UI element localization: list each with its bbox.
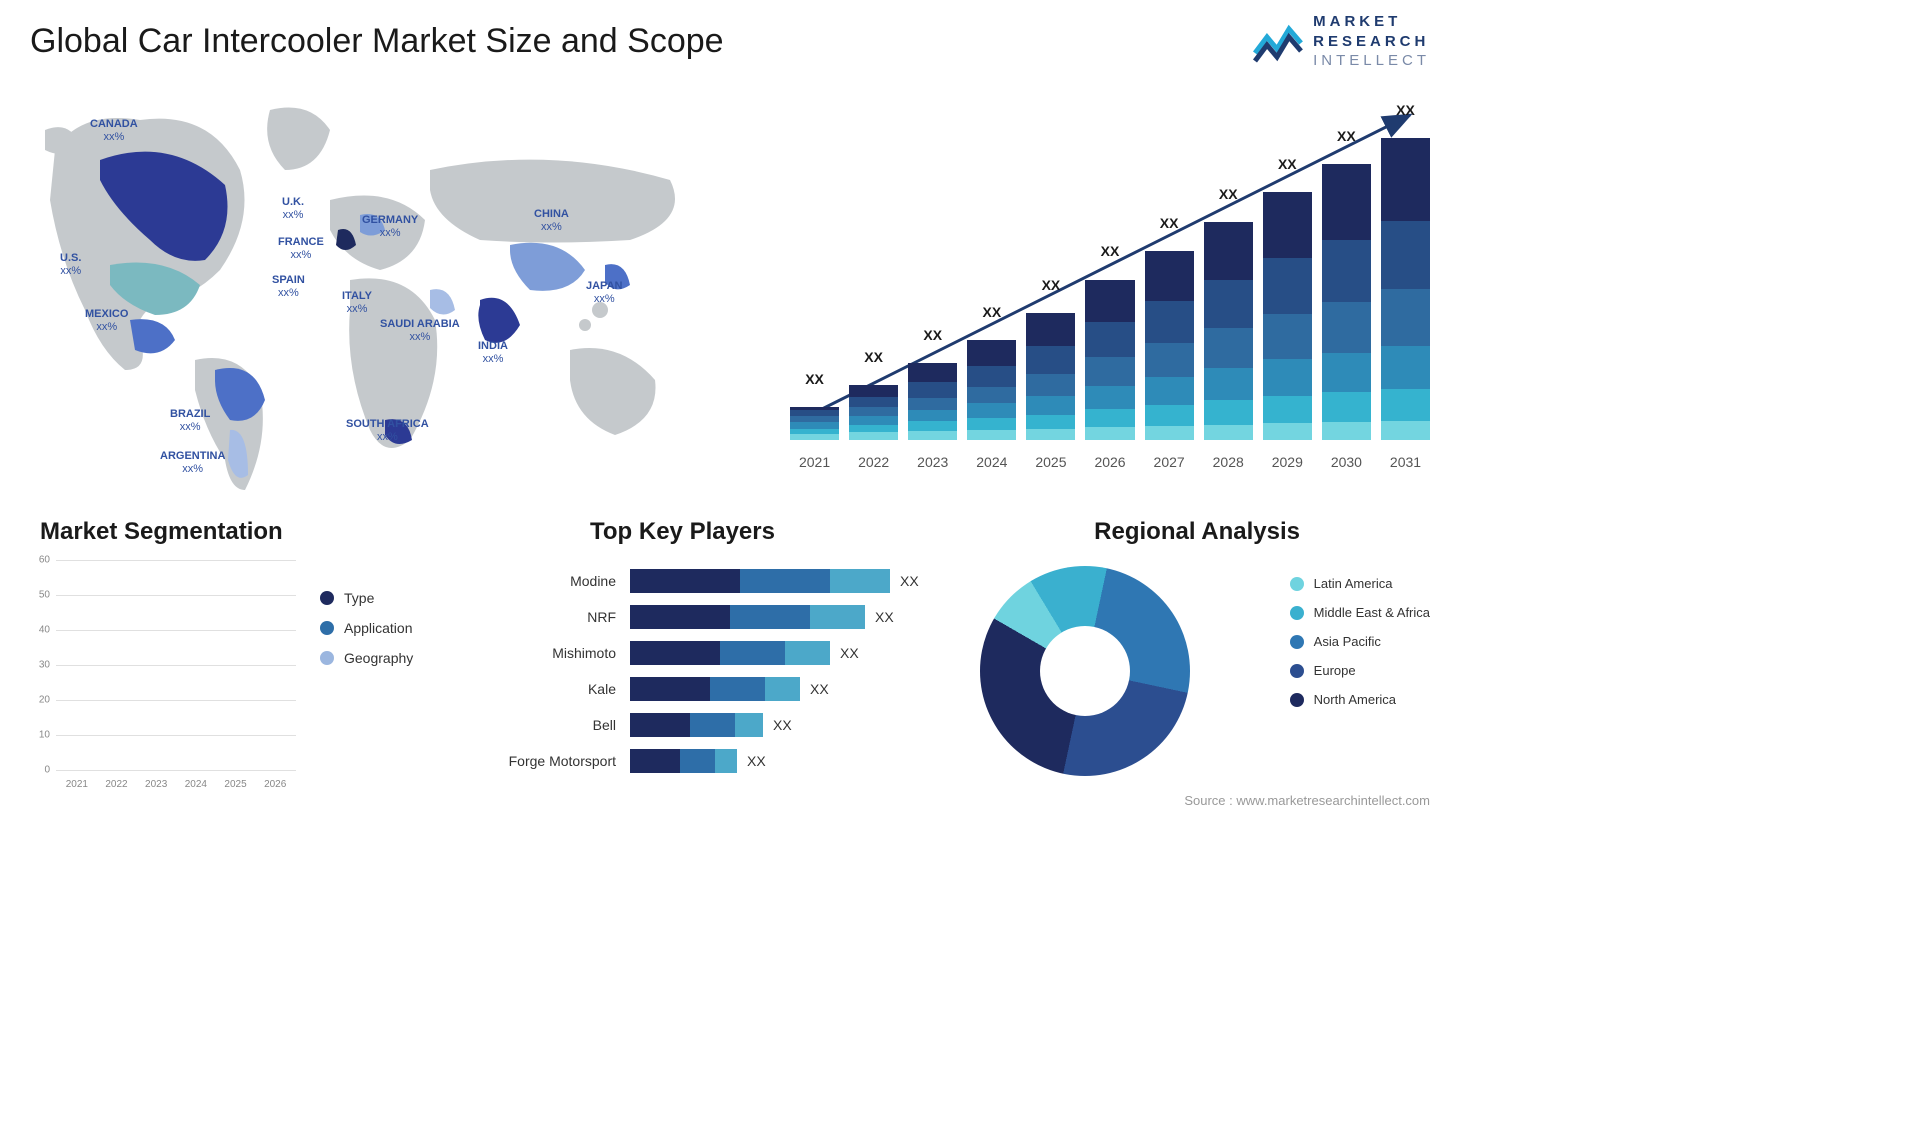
segmentation-title: Market Segmentation <box>40 518 283 546</box>
player-row-kale: KaleXX <box>480 672 950 706</box>
regional-legend-asia-pacific: Asia Pacific <box>1290 634 1430 649</box>
regional-legend-north-america: North America <box>1290 692 1430 707</box>
regional-legend-latin-america: Latin America <box>1290 576 1430 591</box>
player-row-mishimoto: MishimotoXX <box>480 636 950 670</box>
growth-bar-2022: XX <box>849 385 898 440</box>
regional-legend-middle-east-africa: Middle East & Africa <box>1290 605 1430 620</box>
growth-bar-2024: XX <box>967 340 1016 440</box>
map-mexico <box>130 319 175 353</box>
player-row-bell: BellXX <box>480 708 950 742</box>
player-row-forge-motorsport: Forge MotorsportXX <box>480 744 950 778</box>
growth-bar-2026: XX <box>1085 280 1134 441</box>
map-india <box>478 298 520 343</box>
map-label-southafrica: SOUTH AFRICAxx% <box>346 418 429 444</box>
regional-donut <box>980 566 1190 776</box>
logo-mark-icon <box>1253 19 1303 63</box>
map-label-japan: JAPANxx% <box>586 280 622 306</box>
growth-bar-2030: XX <box>1322 164 1371 440</box>
growth-bar-2021: XX <box>790 407 839 440</box>
growth-bar-2028: XX <box>1204 222 1253 440</box>
player-row-nrf: NRFXX <box>480 600 950 634</box>
map-label-france: FRANCExx% <box>278 236 324 262</box>
map-saudi <box>430 289 455 314</box>
growth-bar-2031: XX <box>1381 138 1430 440</box>
map-label-canada: CANADAxx% <box>90 118 138 144</box>
regional-legend-europe: Europe <box>1290 663 1430 678</box>
seg-legend-application: Application <box>320 620 413 636</box>
logo-line2: RESEARCH <box>1313 32 1430 52</box>
seg-legend-geography: Geography <box>320 650 413 666</box>
logo-line3: INTELLECT <box>1313 51 1430 71</box>
map-label-india: INDIAxx% <box>478 340 508 366</box>
growth-bar-chart: XXXXXXXXXXXXXXXXXXXXXX 20212022202320242… <box>790 100 1430 470</box>
growth-bar-2029: XX <box>1263 192 1312 440</box>
map-label-argentina: ARGENTINAxx% <box>160 450 225 476</box>
regional-chart: Latin America Middle East & Africa Asia Pa… <box>980 556 1430 796</box>
map-label-italy: ITALYxx% <box>342 290 372 316</box>
regional-title: Regional Analysis <box>1094 518 1300 546</box>
growth-bar-2025: XX <box>1026 313 1075 440</box>
map-label-saudiarabia: SAUDI ARABIAxx% <box>380 318 460 344</box>
map-china <box>510 243 585 291</box>
growth-bar-2023: XX <box>908 363 957 440</box>
logo-line1: MARKET <box>1313 12 1430 32</box>
segmentation-chart: 0102030405060 202120222023202420252026 T… <box>30 560 450 790</box>
map-label-us: U.S.xx% <box>60 252 81 278</box>
seg-legend-type: Type <box>320 590 413 606</box>
world-map: CANADAxx% U.S.xx% MEXICOxx% BRAZILxx% ARGENT… <box>30 90 730 490</box>
source-text: Source : www.marketresearchintellect.com <box>1184 793 1430 808</box>
players-title: Top Key Players <box>590 518 775 546</box>
map-label-mexico: MEXICOxx% <box>85 308 128 334</box>
growth-bar-2027: XX <box>1145 251 1194 440</box>
map-label-germany: GERMANYxx% <box>362 214 418 240</box>
map-label-brazil: BRAZILxx% <box>170 408 210 434</box>
page-title: Global Car Intercooler Market Size and S… <box>30 22 724 61</box>
map-label-china: CHINAxx% <box>534 208 569 234</box>
map-label-uk: U.K.xx% <box>282 196 304 222</box>
map-label-spain: SPAINxx% <box>272 274 305 300</box>
players-chart: ModineXXNRFXXMishimotoXXKaleXXBellXXForg… <box>480 564 950 794</box>
player-row-modine: ModineXX <box>480 564 950 598</box>
brand-logo: MARKET RESEARCH INTELLECT <box>1253 12 1430 71</box>
